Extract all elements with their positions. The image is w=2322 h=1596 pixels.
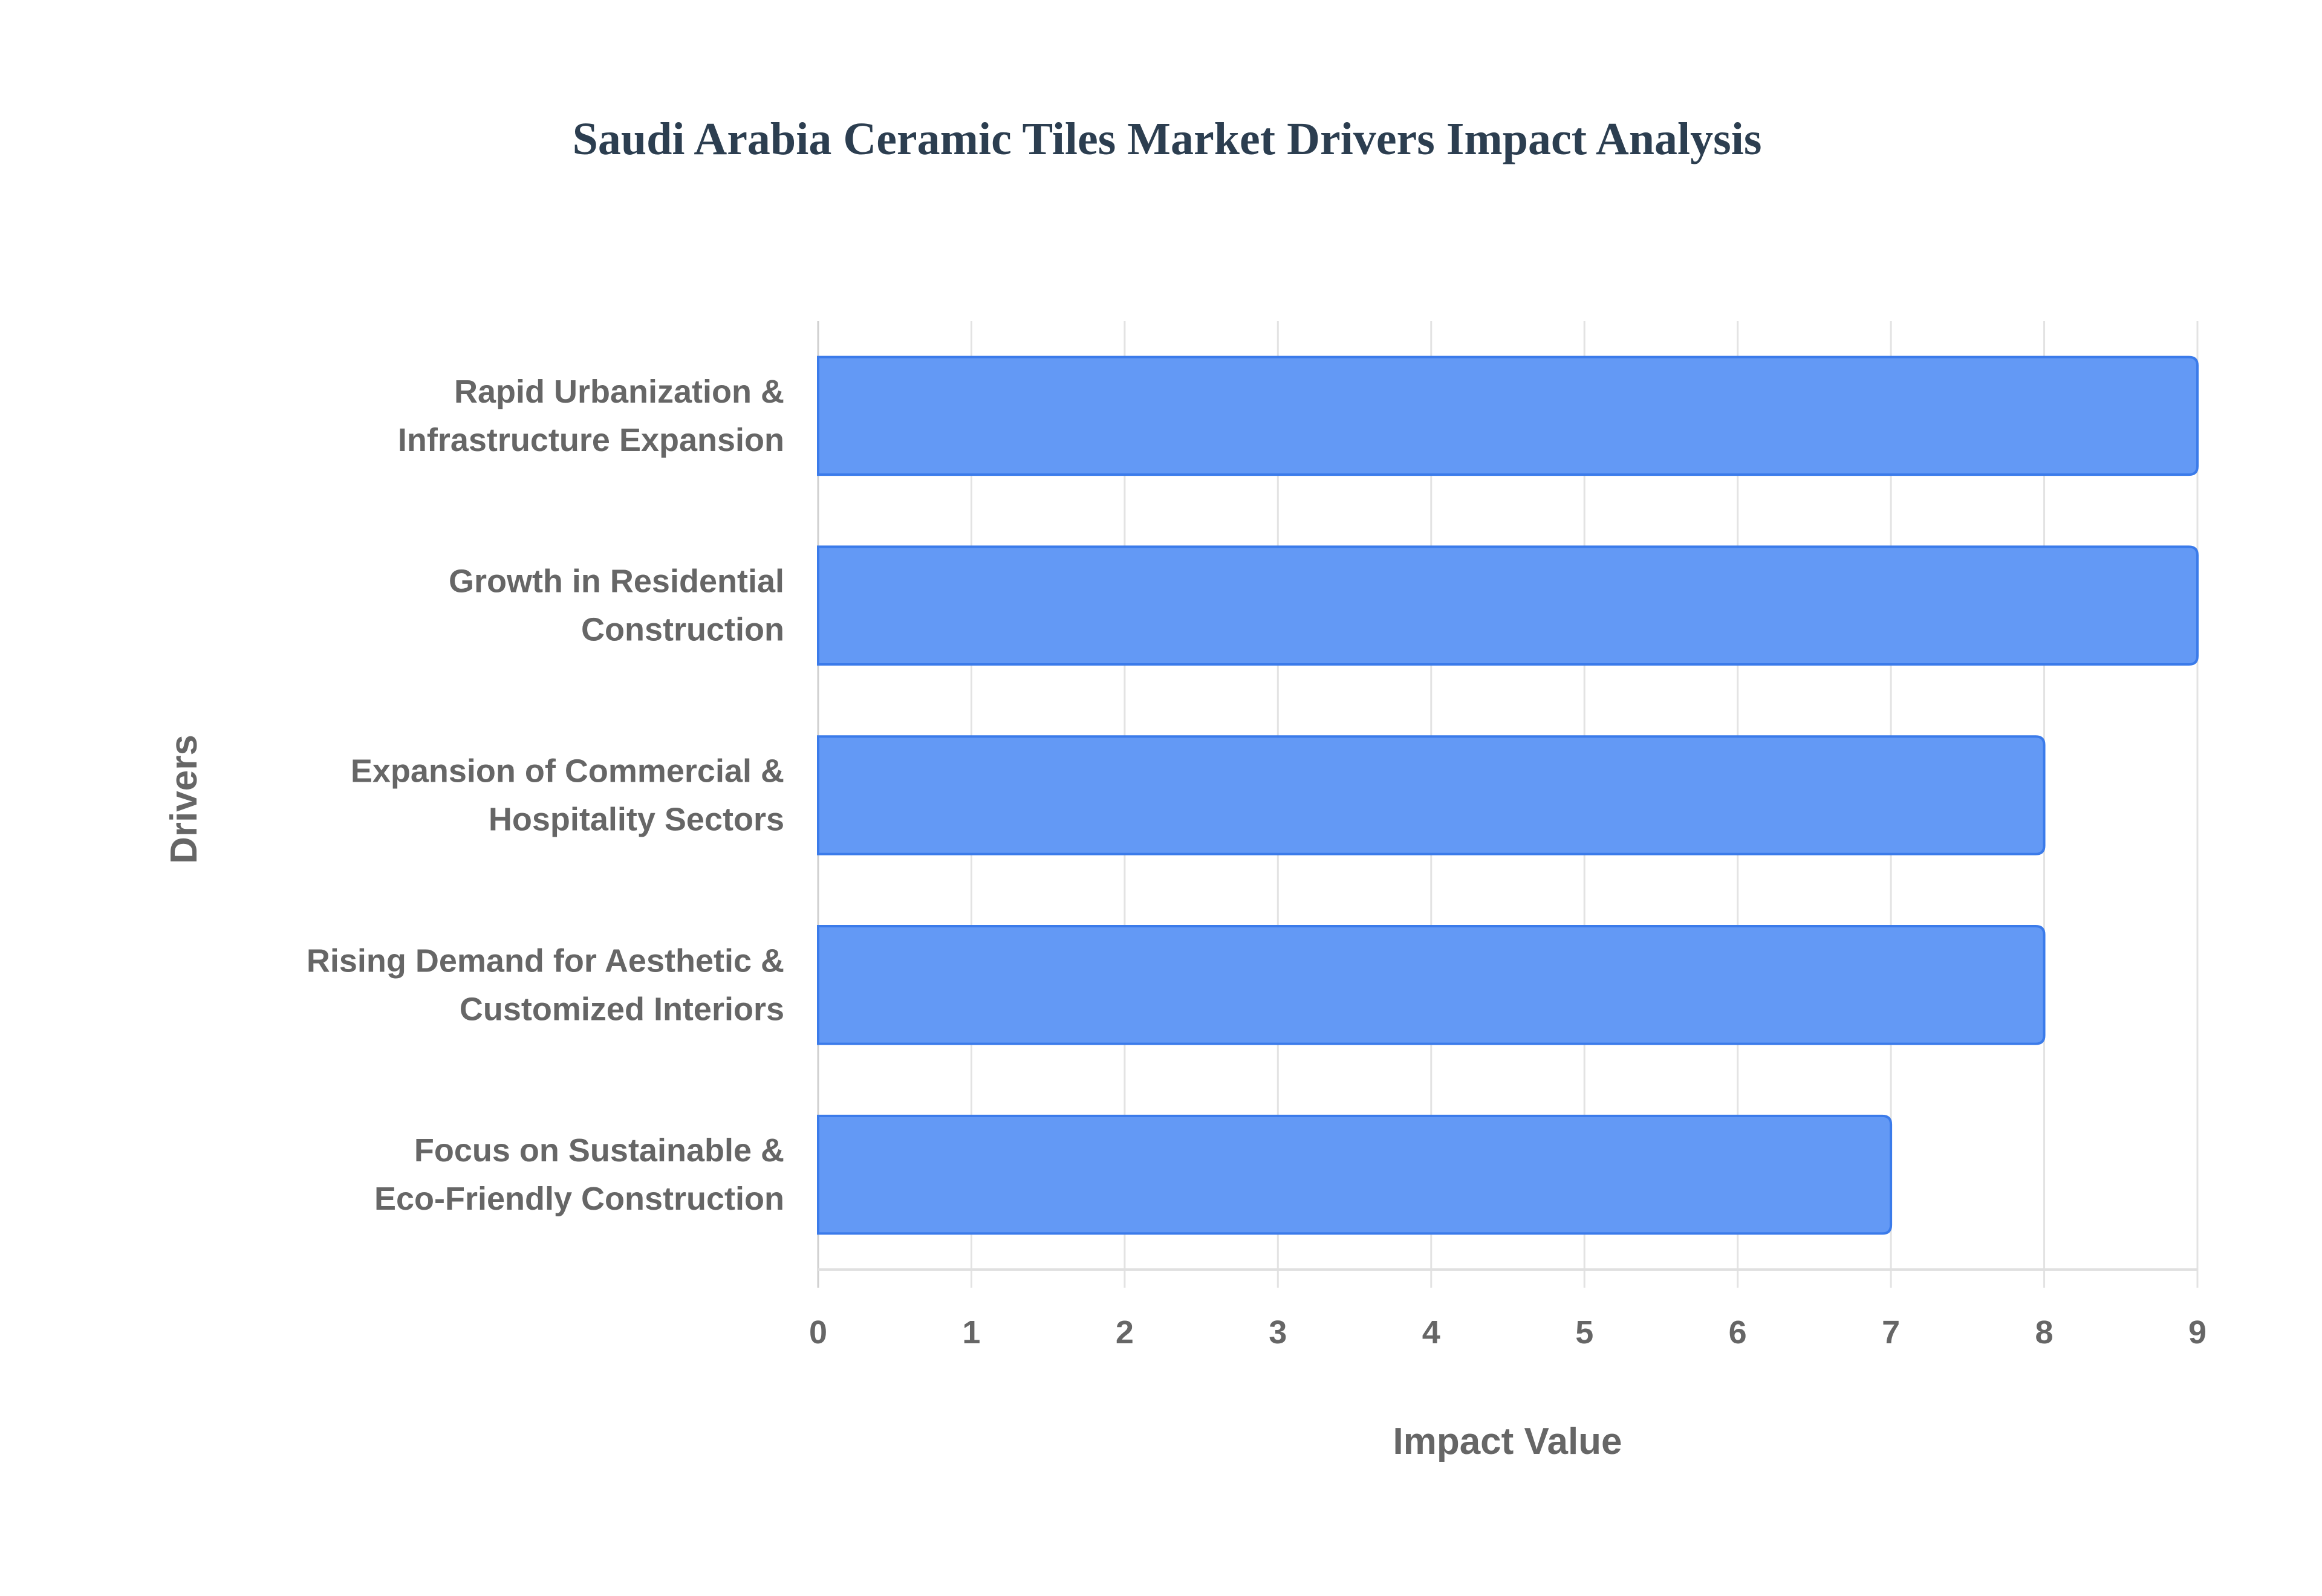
x-tick-label: 9	[2188, 1314, 2207, 1351]
x-tick-label: 0	[809, 1314, 827, 1351]
y-axis-label: Drivers	[163, 735, 205, 864]
category-label: Eco-Friendly Construction	[374, 1181, 784, 1217]
x-tick-label: 8	[2035, 1314, 2054, 1351]
x-tick-label: 3	[1269, 1314, 1287, 1351]
bars	[817, 355, 2199, 1235]
x-tick-label: 5	[1575, 1314, 1593, 1351]
category-label: Growth in Residential	[449, 563, 784, 600]
x-tick-label: 6	[1729, 1314, 1747, 1351]
category-label: Rapid Urbanization &	[454, 374, 784, 410]
bar	[817, 545, 2199, 666]
x-tick-label: 1	[962, 1314, 980, 1351]
x-axis-label: Impact Value	[1393, 1421, 1622, 1462]
bar	[817, 925, 2046, 1045]
x-tick-labels: 0 1 2 3 4 5 6 7 8 9	[809, 1314, 2207, 1351]
x-tick-label: 2	[1116, 1314, 1134, 1351]
category-label: Expansion of Commercial &	[351, 753, 784, 790]
category-label: Rising Demand for Aesthetic &	[307, 942, 784, 979]
bar	[817, 735, 2046, 855]
chart-title: Saudi Arabia Ceramic Tiles Market Driver…	[573, 114, 1762, 164]
category-label: Hospitality Sectors	[489, 802, 784, 838]
bar	[817, 1114, 1893, 1235]
x-tick-label: 7	[1882, 1314, 1900, 1351]
category-label: Construction	[581, 612, 784, 648]
bar	[817, 355, 2199, 476]
category-label: Focus on Sustainable &	[414, 1132, 784, 1169]
category-labels: Rapid Urbanization & Infrastructure Expan…	[307, 374, 784, 1217]
category-label: Customized Interiors	[460, 991, 784, 1027]
x-tick-label: 4	[1422, 1314, 1440, 1351]
category-label: Infrastructure Expansion	[398, 422, 784, 458]
